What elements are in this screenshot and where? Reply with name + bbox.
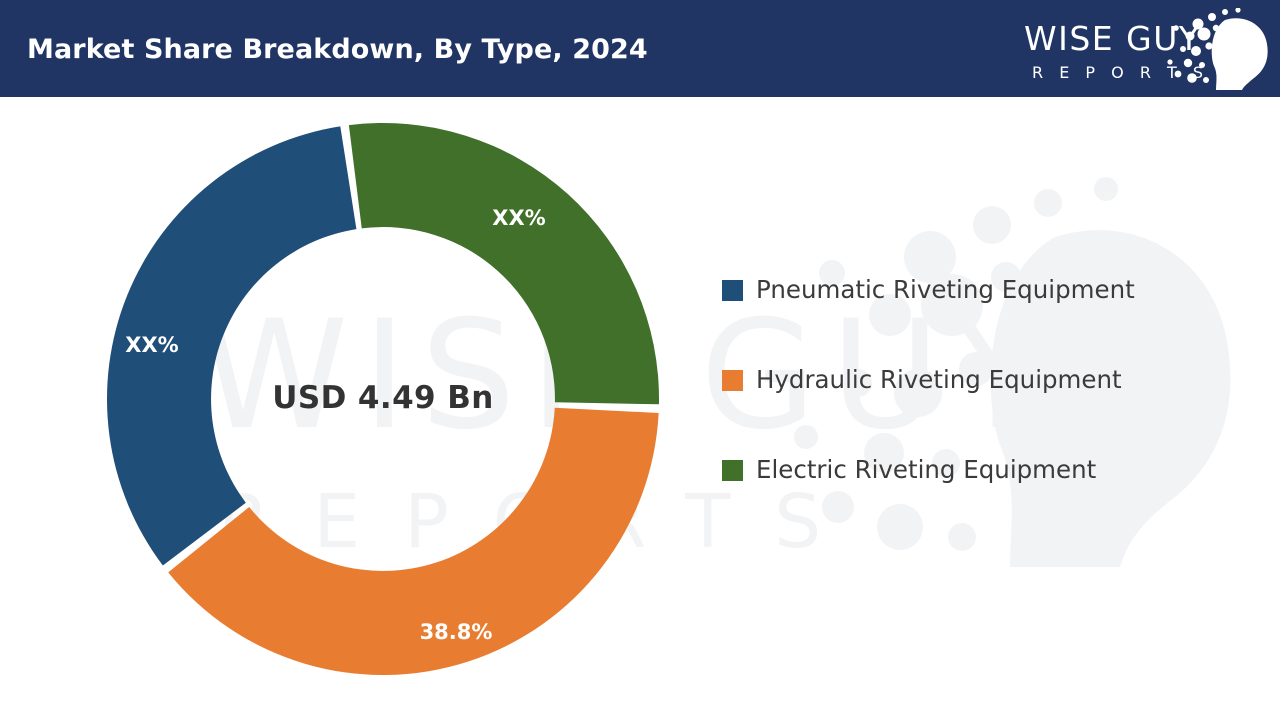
- legend-label-hydraulic: Hydraulic Riveting Equipment: [756, 364, 1122, 394]
- logo-wordmark-primary: WISE GUY: [1024, 19, 1201, 58]
- slice-value-label: 38.8%: [420, 620, 493, 644]
- legend-label-electric: Electric Riveting Equipment: [756, 454, 1097, 484]
- legend-item[interactable]: Electric Riveting Equipment: [722, 425, 1202, 515]
- chart-legend: Pneumatic Riveting Equipment Hydraulic R…: [722, 245, 1202, 515]
- legend-swatch-electric: [722, 459, 743, 481]
- donut-slice[interactable]: [168, 407, 659, 675]
- header-bar: Market Share Breakdown, By Type, 2024 WI…: [0, 0, 1280, 97]
- dotted-head-profile-icon: [1167, 7, 1268, 90]
- legend-swatch-pneumatic: [722, 279, 743, 301]
- donut-slice-labels: XX% 38.8% XX%: [125, 206, 545, 644]
- donut-chart: XX% 38.8% XX%: [106, 123, 659, 675]
- slice-value-label: XX%: [125, 333, 178, 357]
- legend-item[interactable]: Hydraulic Riveting Equipment: [722, 335, 1202, 425]
- donut-center-value: USD 4.49 Bn: [272, 380, 494, 416]
- page-title: Market Share Breakdown, By Type, 2024: [27, 34, 648, 65]
- slice-value-label: XX%: [492, 206, 545, 230]
- brand-logo: WISE GUY R E P O R T S: [1020, 7, 1272, 90]
- legend-swatch-hydraulic: [722, 369, 743, 391]
- donut-slices: [106, 123, 659, 675]
- legend-item[interactable]: Pneumatic Riveting Equipment: [722, 245, 1202, 335]
- legend-label-pneumatic: Pneumatic Riveting Equipment: [756, 274, 1135, 304]
- donut-chart-svg: XX% 38.8% XX%: [106, 123, 659, 675]
- logo-wordmark-secondary: R E P O R T S: [1032, 63, 1209, 82]
- donut-slice[interactable]: [106, 126, 357, 566]
- donut-slice[interactable]: [348, 123, 659, 405]
